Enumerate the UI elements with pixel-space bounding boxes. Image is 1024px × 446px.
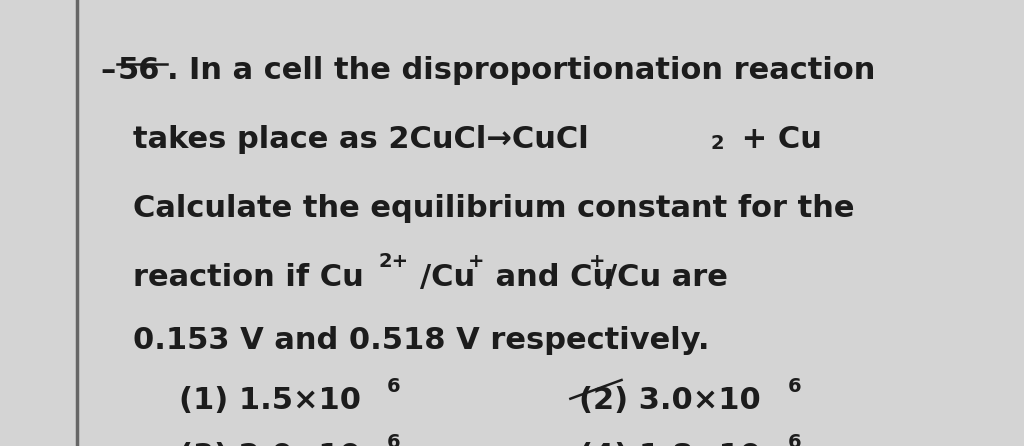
Text: +: +: [468, 252, 484, 271]
Text: .: .: [167, 56, 178, 85]
Text: (3) 2.0×10: (3) 2.0×10: [179, 442, 360, 446]
Text: 6: 6: [787, 377, 801, 396]
Text: 6: 6: [387, 433, 400, 446]
Text: 56: 56: [118, 56, 161, 85]
Text: Calculate the equilibrium constant for the: Calculate the equilibrium constant for t…: [133, 194, 855, 223]
Text: (1) 1.5×10: (1) 1.5×10: [179, 386, 361, 415]
Text: 2: 2: [711, 134, 724, 153]
Text: /Cu are: /Cu are: [606, 263, 728, 292]
Text: 6: 6: [387, 377, 400, 396]
Text: In a cell the disproportionation reaction: In a cell the disproportionation reactio…: [189, 56, 876, 85]
Text: + Cu: + Cu: [731, 125, 822, 154]
Text: /Cu: /Cu: [420, 263, 475, 292]
Text: and Cu: and Cu: [485, 263, 614, 292]
Text: takes place as 2CuCl→CuCl: takes place as 2CuCl→CuCl: [133, 125, 589, 154]
Text: reaction if Cu: reaction if Cu: [133, 263, 364, 292]
Text: 2+: 2+: [379, 252, 409, 271]
Text: 0.153 V and 0.518 V respectively.: 0.153 V and 0.518 V respectively.: [133, 326, 710, 355]
Text: –: –: [100, 56, 116, 85]
Text: +: +: [589, 252, 605, 271]
Text: 6: 6: [787, 433, 801, 446]
Text: (4) 1.8×10: (4) 1.8×10: [579, 442, 761, 446]
Text: (2) 3.0×10: (2) 3.0×10: [579, 386, 760, 415]
